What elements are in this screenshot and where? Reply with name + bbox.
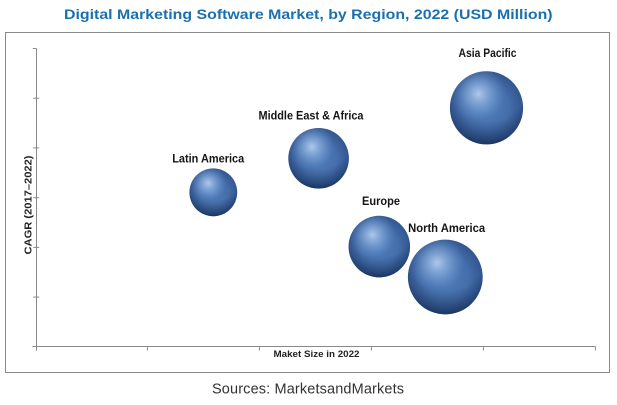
svg-text:CAGR (2017–2022): CAGR (2017–2022) (23, 155, 34, 254)
svg-text:Maket Size in 2022: Maket Size in 2022 (274, 349, 360, 360)
svg-text:Asia Pacific: Asia Pacific (459, 46, 517, 60)
svg-text:Middle East & Africa: Middle East & Africa (259, 109, 364, 123)
svg-text:Digital Marketing Software Mar: Digital Marketing Software Market, by Re… (64, 6, 553, 22)
svg-text:North America: North America (408, 221, 485, 235)
svg-text:Latin America: Latin America (172, 152, 244, 166)
svg-text:Sources: MarketsandMarkets: Sources: MarketsandMarkets (212, 382, 404, 398)
svg-text:Europe: Europe (362, 194, 400, 208)
